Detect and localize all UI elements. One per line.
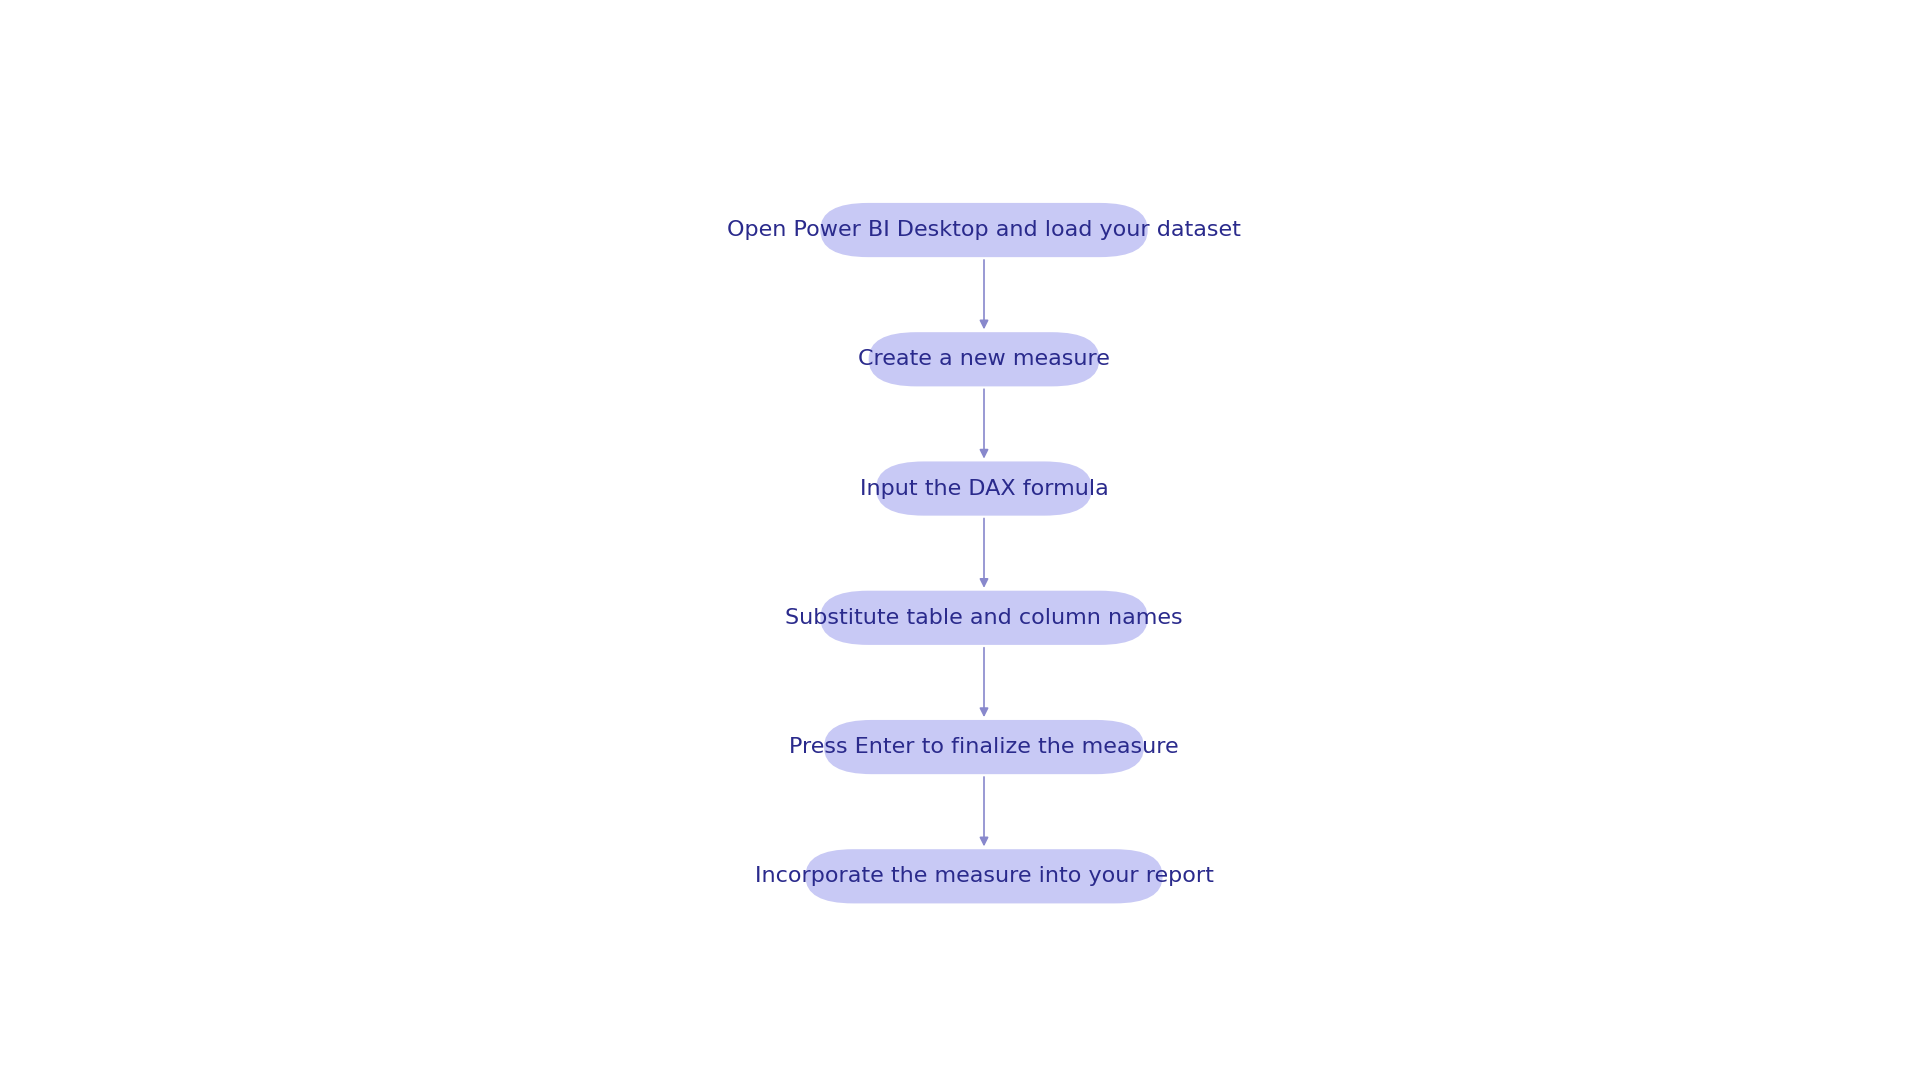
Text: Input the DAX formula: Input the DAX formula	[860, 479, 1108, 498]
FancyBboxPatch shape	[868, 332, 1100, 387]
Text: Incorporate the measure into your report: Incorporate the measure into your report	[755, 866, 1213, 886]
FancyBboxPatch shape	[824, 720, 1144, 774]
FancyBboxPatch shape	[806, 849, 1162, 903]
Text: Create a new measure: Create a new measure	[858, 350, 1110, 369]
Text: Open Power BI Desktop and load your dataset: Open Power BI Desktop and load your data…	[728, 220, 1240, 240]
FancyBboxPatch shape	[820, 203, 1148, 257]
Text: Press Enter to finalize the measure: Press Enter to finalize the measure	[789, 738, 1179, 757]
Text: Substitute table and column names: Substitute table and column names	[785, 608, 1183, 628]
FancyBboxPatch shape	[820, 590, 1148, 644]
FancyBboxPatch shape	[876, 461, 1092, 516]
